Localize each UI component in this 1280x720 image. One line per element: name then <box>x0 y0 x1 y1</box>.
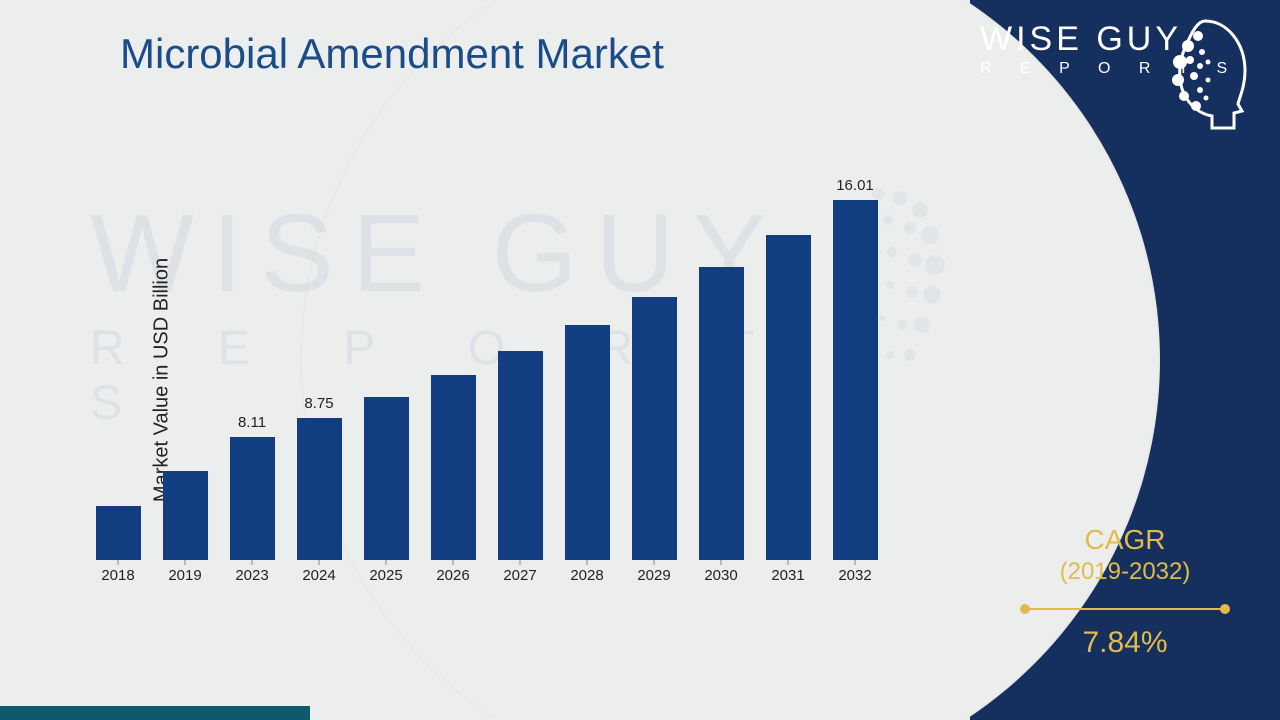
x-tick-label: 2024 <box>289 567 349 584</box>
x-tick-label: 2027 <box>490 567 550 584</box>
bar <box>96 506 141 560</box>
bar <box>766 235 811 560</box>
x-tick-mark <box>520 560 521 565</box>
bar <box>565 325 610 560</box>
x-tick-label: 2019 <box>155 567 215 584</box>
bar <box>699 267 744 560</box>
x-tick-mark <box>319 560 320 565</box>
bar <box>364 397 409 560</box>
bar-chart: Market Value in USD Billion 201820192023… <box>48 170 908 590</box>
x-tick-label: 2023 <box>222 567 282 584</box>
bar <box>833 200 878 560</box>
x-tick-mark <box>118 560 119 565</box>
x-tick-label: 2018 <box>88 567 148 584</box>
stage: WISE GUY R E P O R T S Microbial Amendme… <box>0 0 1280 720</box>
x-tick-mark <box>453 560 454 565</box>
x-tick-label: 2031 <box>758 567 818 584</box>
bar-value-label: 8.11 <box>222 414 282 431</box>
brand-head-icon <box>1150 16 1250 136</box>
x-tick-mark <box>252 560 253 565</box>
bar <box>498 351 543 560</box>
x-tick-mark <box>654 560 655 565</box>
cagr-block: CAGR (2019-2032) 7.84% <box>1000 524 1250 660</box>
bar <box>230 437 275 560</box>
x-tick-mark <box>185 560 186 565</box>
x-tick-label: 2030 <box>691 567 751 584</box>
cagr-value: 7.84% <box>1000 626 1250 660</box>
x-tick-label: 2029 <box>624 567 684 584</box>
x-tick-mark <box>721 560 722 565</box>
bar <box>297 418 342 561</box>
bottom-accent-strip <box>0 706 310 720</box>
x-tick-mark <box>587 560 588 565</box>
bar <box>632 297 677 560</box>
brand-logo: WISE GUY R E P O R T S <box>980 22 1240 142</box>
plot-area: 2018201920238.1120248.752025202620272028… <box>88 170 908 560</box>
x-tick-mark <box>386 560 387 565</box>
x-tick-mark <box>788 560 789 565</box>
cagr-label: CAGR <box>1000 524 1250 556</box>
cagr-divider <box>1020 604 1230 614</box>
x-tick-label: 2028 <box>557 567 617 584</box>
chart-title: Microbial Amendment Market <box>120 30 664 78</box>
bar-value-label: 16.01 <box>825 177 885 194</box>
x-tick-label: 2032 <box>825 567 885 584</box>
bar <box>163 471 208 560</box>
x-tick-label: 2026 <box>423 567 483 584</box>
bar <box>431 375 476 560</box>
bar-value-label: 8.75 <box>289 395 349 412</box>
cagr-period: (2019-2032) <box>1000 558 1250 586</box>
x-tick-label: 2025 <box>356 567 416 584</box>
x-tick-mark <box>855 560 856 565</box>
